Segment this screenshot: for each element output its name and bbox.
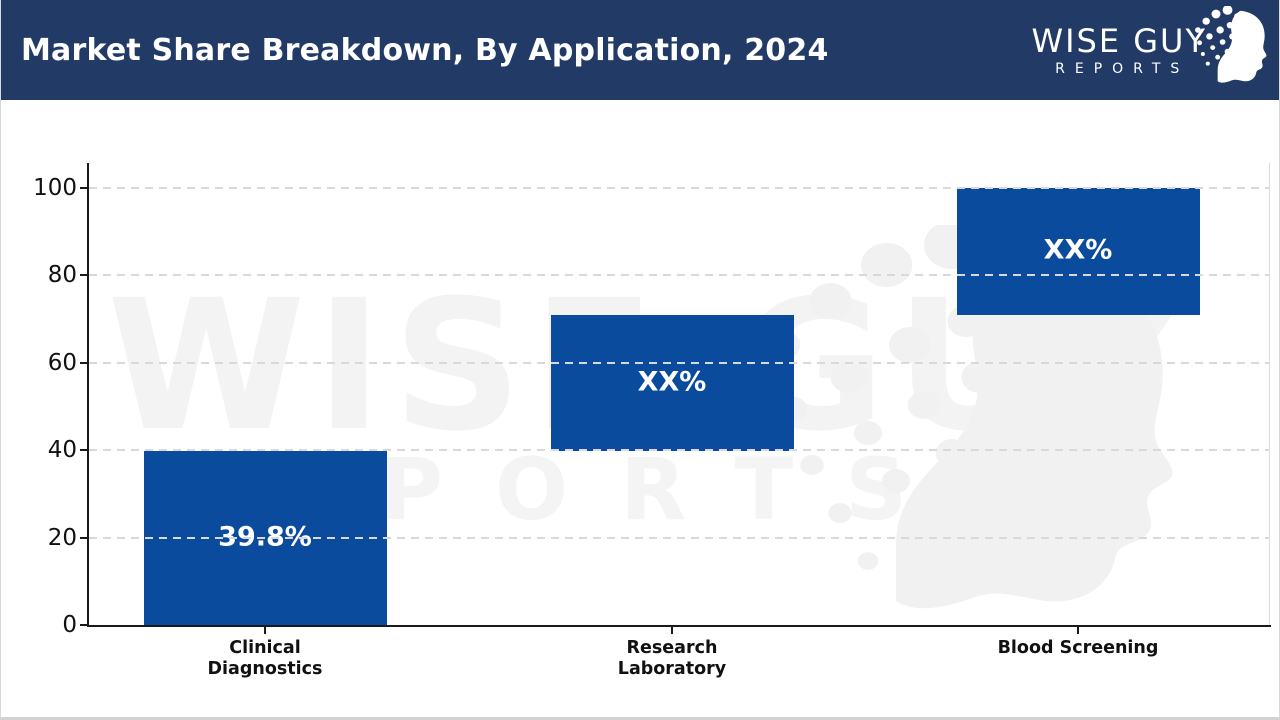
gridline xyxy=(89,536,1269,539)
y-tick-label: 80 xyxy=(47,262,77,288)
brand-logo: WISE GUY REPORTS xyxy=(1031,0,1267,100)
x-axis-spine xyxy=(87,625,1271,627)
x-axis-label: Blood Screening xyxy=(997,638,1159,658)
brand-text: WISE GUY REPORTS xyxy=(1031,24,1207,77)
x-axis-label: Clinical Diagnostics xyxy=(207,638,323,679)
gridline xyxy=(89,274,1269,276)
header: Market Share Breakdown, By Application, … xyxy=(1,0,1279,100)
bar: XX% xyxy=(956,187,1200,316)
wiseguy-head-icon xyxy=(1195,6,1267,83)
y-tick-label: 20 xyxy=(47,524,77,551)
page-title: Market Share Breakdown, By Application, … xyxy=(21,32,829,68)
y-axis-tick xyxy=(80,361,89,364)
brand-subtitle: REPORTS xyxy=(1055,60,1190,77)
x-axis-label: Research Laboratory xyxy=(617,638,727,679)
gridline xyxy=(89,186,1269,189)
right-spine xyxy=(1269,163,1270,625)
y-axis-tick xyxy=(80,274,89,276)
y-tick-label: 60 xyxy=(47,349,77,376)
x-axis-tick xyxy=(1077,625,1079,634)
y-axis-tick xyxy=(80,449,89,451)
bar-value-label: XX% xyxy=(637,366,707,398)
y-axis-tick xyxy=(80,186,89,189)
y-tick-label: 100 xyxy=(33,174,77,201)
bar-value-label: XX% xyxy=(1043,234,1113,266)
y-tick-label: 40 xyxy=(47,437,77,463)
x-axis-tick xyxy=(264,625,266,634)
y-axis-tick xyxy=(80,624,89,626)
y-tick-label: 0 xyxy=(62,612,77,638)
x-axis-tick xyxy=(671,625,673,634)
gridline xyxy=(89,449,1269,451)
y-axis-spine xyxy=(87,163,89,627)
gridline xyxy=(89,361,1269,364)
brand-name: WISE GUY xyxy=(1031,21,1207,60)
bar: XX% xyxy=(550,315,794,451)
y-axis-tick xyxy=(80,536,89,539)
